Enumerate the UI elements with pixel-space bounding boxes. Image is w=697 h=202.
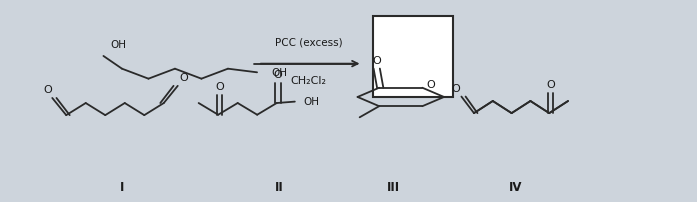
Text: OH: OH [271,68,287,78]
Text: O: O [546,80,555,90]
Text: O: O [373,56,381,66]
Text: O: O [452,84,460,94]
Text: PCC (excess): PCC (excess) [275,37,342,47]
Text: O: O [427,80,435,90]
Text: CH₂Cl₂: CH₂Cl₂ [291,76,326,86]
Text: O: O [43,85,52,95]
Text: O: O [215,82,224,92]
Text: I: I [120,181,124,194]
Text: IV: IV [509,181,523,194]
Text: O: O [274,70,282,80]
Text: II: II [275,181,283,194]
Bar [373,16,453,97]
Text: III: III [388,181,400,194]
Text: OH: OH [304,97,319,107]
Text: OH: OH [111,40,126,50]
Text: O: O [180,73,188,83]
